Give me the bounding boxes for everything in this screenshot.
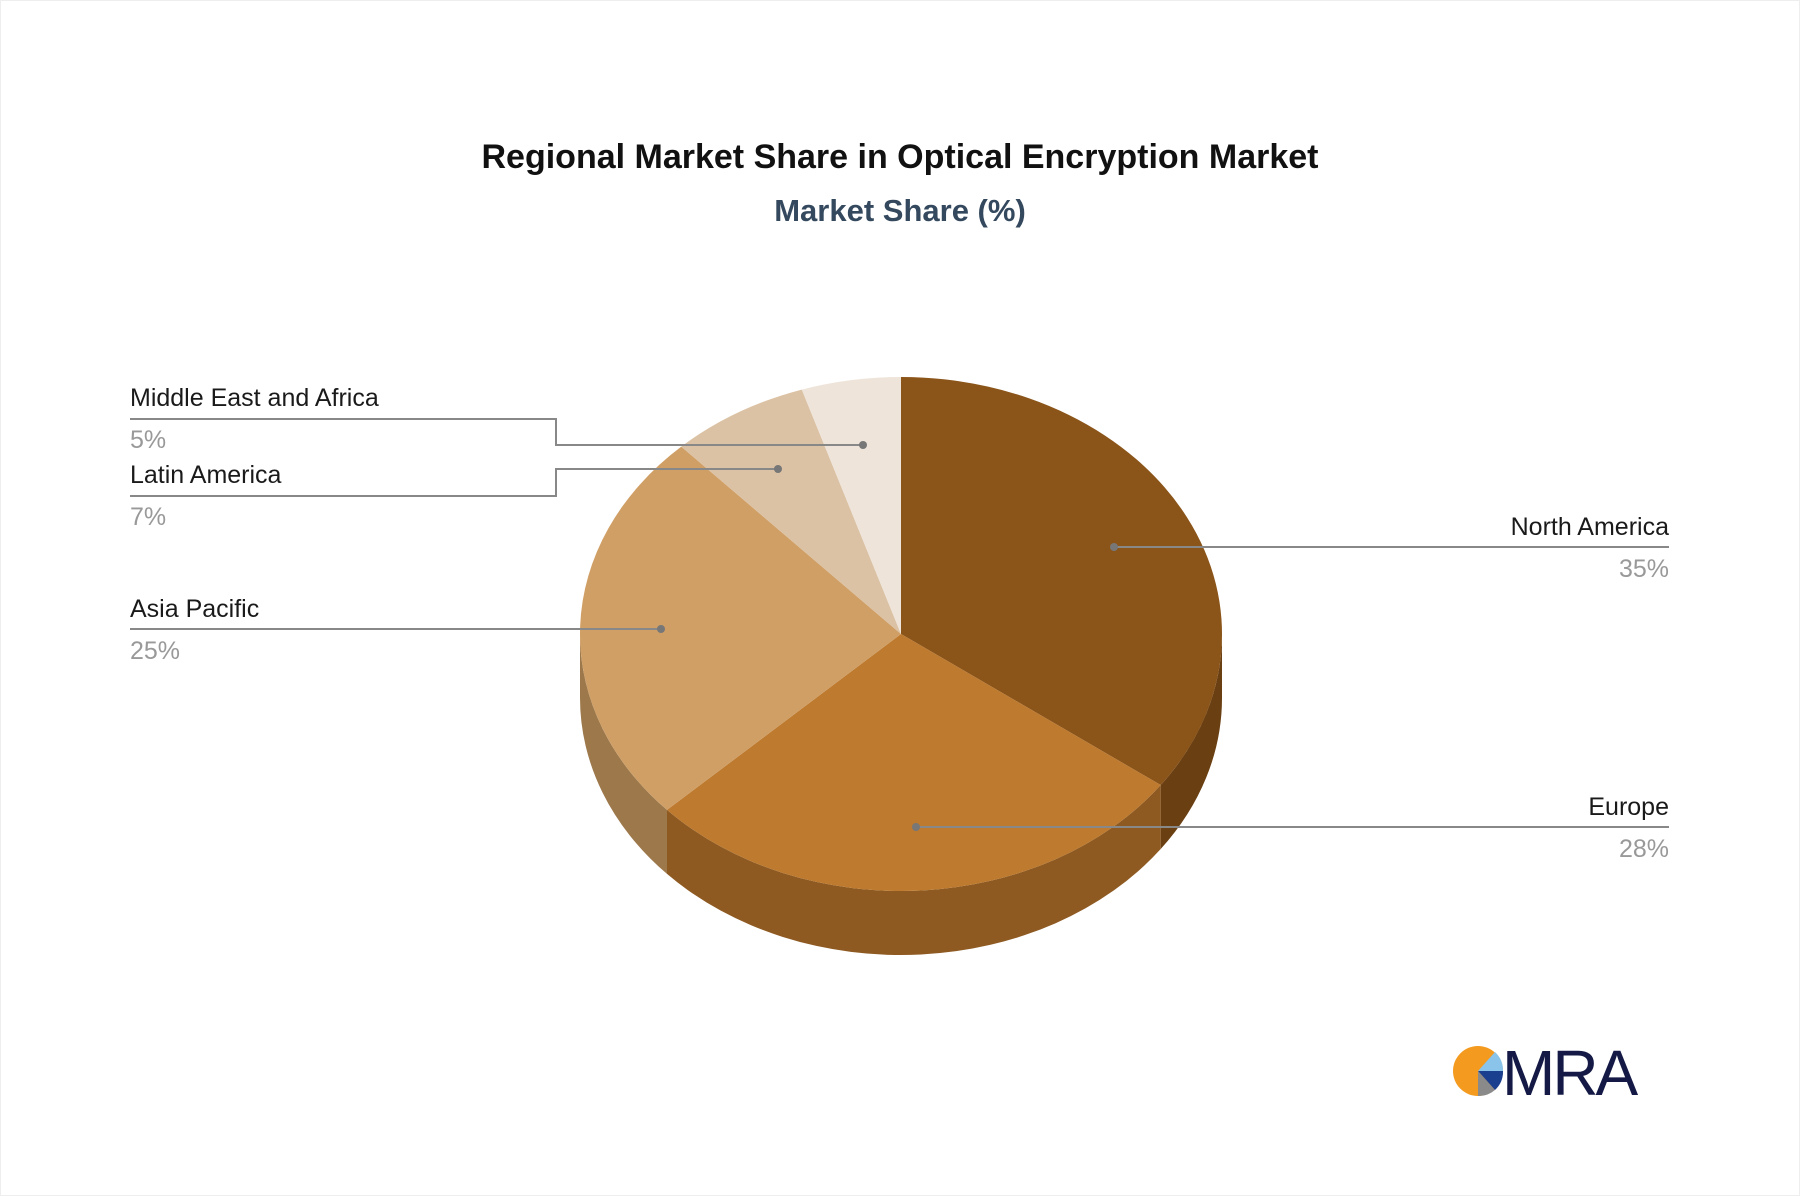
slice-side-north-america xyxy=(1160,634,1222,850)
slice-asia-pacific[interactable] xyxy=(580,446,901,810)
slice-label-europe: Europe xyxy=(1588,793,1669,821)
chart-title: Regional Market Share in Optical Encrypt… xyxy=(482,138,1319,176)
slice-latin-america[interactable] xyxy=(681,389,901,634)
slice-side-asia-pacific xyxy=(580,634,668,874)
slice-label-asia-pacific: Asia Pacific xyxy=(130,595,259,623)
slice-middle-east-and-africa[interactable] xyxy=(801,377,901,634)
slice-value-middle-east-and-africa: 5% xyxy=(130,426,166,454)
slice-side-europe xyxy=(667,785,1161,955)
logo-text: MRA xyxy=(1502,1037,1639,1109)
slice-label-latin-america: Latin America xyxy=(130,461,282,489)
leader-dot-north-america xyxy=(1110,543,1118,551)
slice-value-north-america: 35% xyxy=(1619,555,1669,583)
chart-subtitle: Market Share (%) xyxy=(774,193,1026,228)
leader-dot-asia-pacific xyxy=(657,625,665,633)
leader-dot-middle-east-and-africa xyxy=(859,441,867,449)
leader-dot-europe xyxy=(912,823,920,831)
leader-line-middle-east-and-africa xyxy=(130,418,863,446)
slice-value-latin-america: 7% xyxy=(130,503,166,531)
slice-north-america[interactable] xyxy=(901,377,1222,786)
slice-value-europe: 28% xyxy=(1619,835,1669,863)
mra-logo: MRA xyxy=(1453,1037,1642,1109)
leader-dot-latin-america xyxy=(774,465,782,473)
leader-line-latin-america xyxy=(130,468,778,497)
slice-label-north-america: North America xyxy=(1511,513,1669,541)
slice-value-asia-pacific: 25% xyxy=(130,637,180,665)
slice-label-middle-east-and-africa: Middle East and Africa xyxy=(130,384,379,412)
